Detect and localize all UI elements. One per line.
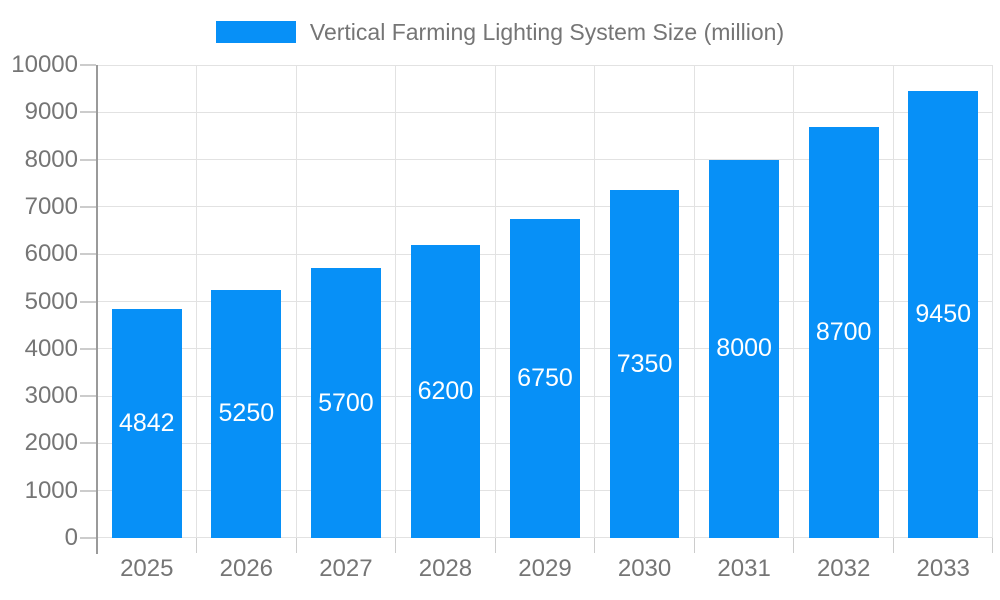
gridline-vertical xyxy=(892,65,894,538)
y-axis-tick xyxy=(80,395,96,398)
bar[interactable]: 6750 xyxy=(510,218,580,538)
x-axis-tick xyxy=(295,538,297,553)
x-axis-tick xyxy=(494,538,496,553)
y-axis-line xyxy=(96,65,98,554)
legend-swatch xyxy=(215,21,296,43)
x-axis-tick xyxy=(793,538,795,553)
x-axis-tick xyxy=(992,538,993,553)
x-tick-label: 2033 xyxy=(916,555,970,582)
y-axis-tick xyxy=(80,253,96,256)
gridline-vertical xyxy=(693,65,695,538)
y-tick-label: 8000 xyxy=(24,145,78,173)
gridline-vertical xyxy=(992,65,993,538)
y-tick-label: 0 xyxy=(64,524,78,551)
y-tick-label: 2000 xyxy=(24,429,78,457)
y-tick-label: 7000 xyxy=(24,192,78,220)
bar-value-label: 5250 xyxy=(218,399,275,428)
gridline-vertical xyxy=(793,65,795,538)
x-tick-label: 2030 xyxy=(617,555,672,582)
y-tick-label: 3000 xyxy=(24,382,78,410)
bar-value-label: 7350 xyxy=(616,349,673,378)
gridline-vertical xyxy=(494,65,496,538)
y-axis-tick xyxy=(80,158,96,161)
bar-value-label: 8000 xyxy=(716,334,772,363)
bar-value-label: 8700 xyxy=(815,317,872,346)
gridline-horizontal xyxy=(97,206,993,208)
y-tick-label: 4000 xyxy=(24,334,78,362)
y-axis-tick xyxy=(80,300,96,303)
y-tick-label: 6000 xyxy=(24,240,78,268)
x-tick-label: 2029 xyxy=(518,555,572,582)
x-axis-tick xyxy=(594,538,596,553)
x-axis-tick xyxy=(892,538,894,553)
x-axis-tick xyxy=(196,538,198,553)
vertical-gridlines xyxy=(97,65,993,538)
y-tick-label: 10000 xyxy=(11,51,78,78)
gridline-vertical xyxy=(395,65,397,538)
bar-value-label: 6200 xyxy=(417,376,474,405)
x-tick-label: 2026 xyxy=(219,555,274,582)
bar[interactable]: 8700 xyxy=(808,126,879,538)
legend-label: Vertical Farming Lighting System Size (m… xyxy=(309,19,785,45)
bar[interactable]: 7350 xyxy=(609,190,680,538)
x-tick-label: 2027 xyxy=(319,555,373,582)
bar-value-label: 9450 xyxy=(915,300,972,328)
bar[interactable]: 5250 xyxy=(211,289,282,538)
gridline-horizontal xyxy=(97,111,993,113)
y-axis-tick xyxy=(80,442,96,445)
x-tick-label: 2031 xyxy=(717,555,771,582)
y-axis-tick xyxy=(80,489,96,492)
plot-area: 4842 5250 5700 6200 6750 7350 8000 8700 9450 xyxy=(97,65,993,538)
bar-value-label: 6750 xyxy=(517,363,573,392)
bar[interactable]: 9450 xyxy=(908,91,979,538)
legend: Vertical Farming Lighting System Size (m… xyxy=(0,20,1000,44)
bar[interactable]: 4842 xyxy=(111,308,182,538)
gridline-vertical xyxy=(594,65,596,538)
gridline-horizontal xyxy=(97,65,993,66)
bar[interactable]: 6200 xyxy=(410,244,481,538)
x-axis-tick xyxy=(395,538,397,553)
x-tick-label: 2025 xyxy=(120,555,174,582)
bar-value-label: 5700 xyxy=(318,388,374,417)
y-tick-label: 5000 xyxy=(24,287,78,315)
y-tick-label: 1000 xyxy=(24,476,78,504)
gridline-vertical xyxy=(196,65,198,538)
x-axis-tick xyxy=(693,538,695,553)
gridline-vertical xyxy=(295,65,297,538)
x-tick-label: 2032 xyxy=(816,555,871,582)
bar[interactable]: 8000 xyxy=(709,159,779,538)
y-axis-tick xyxy=(80,537,96,539)
bar[interactable]: 5700 xyxy=(311,268,381,538)
y-axis-tick xyxy=(80,205,96,208)
x-tick-label: 2028 xyxy=(418,555,473,582)
y-axis-tick xyxy=(80,111,96,114)
bar-value-label: 4842 xyxy=(118,408,175,437)
y-axis-tick xyxy=(80,347,96,350)
y-axis-tick xyxy=(80,64,96,66)
gridline-horizontal xyxy=(97,159,993,161)
bars-layer: 4842 5250 5700 6200 6750 7350 8000 8700 9450 xyxy=(97,65,993,538)
y-tick-label: 9000 xyxy=(24,98,78,126)
